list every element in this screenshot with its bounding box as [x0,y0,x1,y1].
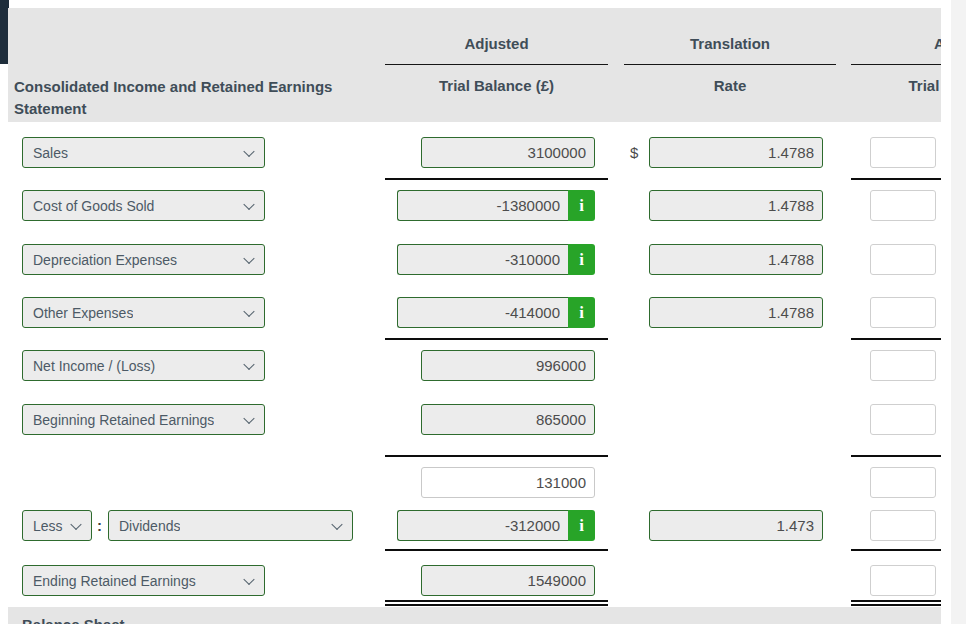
balance-sheet-title: Balance Sheet [22,614,125,624]
chevron-down-icon [243,198,254,209]
total-underline [385,549,608,551]
translated-amount-input[interactable] [870,404,936,435]
translated-amount-input[interactable] [870,244,936,275]
chevron-down-icon [331,518,342,529]
translated-amount-input[interactable] [870,467,936,498]
info-button[interactable]: i [568,510,595,541]
currency-symbol: $ [630,137,638,168]
info-button[interactable]: i [568,297,595,328]
income-statement-title: Consolidated Income and Retained Earning… [14,76,364,120]
total-underline [385,178,608,180]
atb-amount-group: i [397,190,595,221]
total-underline [851,178,941,180]
info-button[interactable]: i [568,190,595,221]
double-underline [851,600,941,606]
atb-amount-group [421,565,595,596]
account-dropdown-label: Beginning Retained Earnings [33,412,214,428]
info-icon: i [579,517,584,534]
translation-rate-input[interactable] [649,510,823,541]
atb-amount-group: i [397,510,595,541]
atb-amount-input[interactable] [421,137,595,168]
info-icon: i [579,304,584,321]
translated-amount-input[interactable] [870,190,936,221]
translated-amount-input[interactable] [870,137,936,168]
chevron-down-icon [243,412,254,423]
chevron-down-icon [243,252,254,263]
modifier-separator: : [97,510,102,541]
atb-amount-group [421,350,595,381]
total-underline [851,455,941,457]
column-header-adjusted-trial-balance-usd: Adjusted Trial Balance ($) [851,12,941,96]
atb-amount-group [421,467,595,498]
account-dropdown-label: Net Income / (Loss) [33,358,155,374]
account-dropdown[interactable]: Dividends [108,510,353,541]
translation-rate-input[interactable] [649,137,823,168]
info-icon: i [579,251,584,268]
modifier-dropdown-label: Less [33,518,63,534]
account-dropdown[interactable]: Net Income / (Loss) [22,350,265,381]
worksheet-screen: Balance Sheet Adjusted Trial Balance (£)… [0,0,969,624]
account-dropdown[interactable]: Ending Retained Earnings [22,565,265,596]
chevron-down-icon [243,358,254,369]
account-dropdown[interactable]: Depreciation Expenses [22,244,265,275]
account-dropdown-label: Sales [33,145,68,161]
chevron-down-icon [243,573,254,584]
column-header-adjusted-trial-balance-gbp: Adjusted Trial Balance (£) [385,12,608,96]
atb-amount-input[interactable] [421,467,595,498]
atb-amount-group [421,404,595,435]
double-underline [385,600,608,606]
translated-amount-input[interactable] [870,565,936,596]
content-viewport: Balance Sheet Adjusted Trial Balance (£)… [0,0,941,624]
account-dropdown-label: Cost of Goods Sold [33,198,154,214]
account-dropdown[interactable]: Cost of Goods Sold [22,190,265,221]
translation-rate-input[interactable] [649,190,823,221]
atb-amount-group [421,137,595,168]
header-underline [624,64,836,65]
atb-amount-group: i [397,244,595,275]
chevron-down-icon [70,518,81,529]
modifier-dropdown[interactable]: Less [22,510,92,541]
account-dropdown[interactable]: Other Expenses [22,297,265,328]
account-dropdown[interactable]: Beginning Retained Earnings [22,404,265,435]
total-underline [851,549,941,551]
atb-amount-input[interactable] [397,297,568,328]
atb-amount-input[interactable] [397,244,568,275]
chevron-down-icon [243,305,254,316]
total-underline [385,338,608,340]
atb-amount-input[interactable] [397,510,568,541]
account-dropdown-label: Depreciation Expenses [33,252,177,268]
translated-amount-input[interactable] [870,510,936,541]
total-underline [385,455,608,457]
total-underline [851,338,941,340]
info-button[interactable]: i [568,244,595,275]
atb-amount-group: i [397,297,595,328]
translation-rate-input[interactable] [649,244,823,275]
header-underline [385,64,608,65]
scrollbar-track[interactable] [951,0,966,624]
chevron-down-icon [243,145,254,156]
atb-amount-input[interactable] [421,350,595,381]
account-dropdown[interactable]: Sales [22,137,265,168]
translated-amount-input[interactable] [870,297,936,328]
account-dropdown-label: Other Expenses [33,305,133,321]
info-icon: i [579,197,584,214]
atb-amount-input[interactable] [421,565,595,596]
account-dropdown-label: Ending Retained Earnings [33,573,196,589]
balance-sheet-band: Balance Sheet [8,607,941,624]
atb-amount-input[interactable] [397,190,568,221]
column-header-translation-rate: Translation Rate [624,12,836,96]
translation-rate-input[interactable] [649,297,823,328]
header-underline [851,64,941,65]
account-dropdown-label: Dividends [119,518,180,534]
atb-amount-input[interactable] [421,404,595,435]
translated-amount-input[interactable] [870,350,936,381]
